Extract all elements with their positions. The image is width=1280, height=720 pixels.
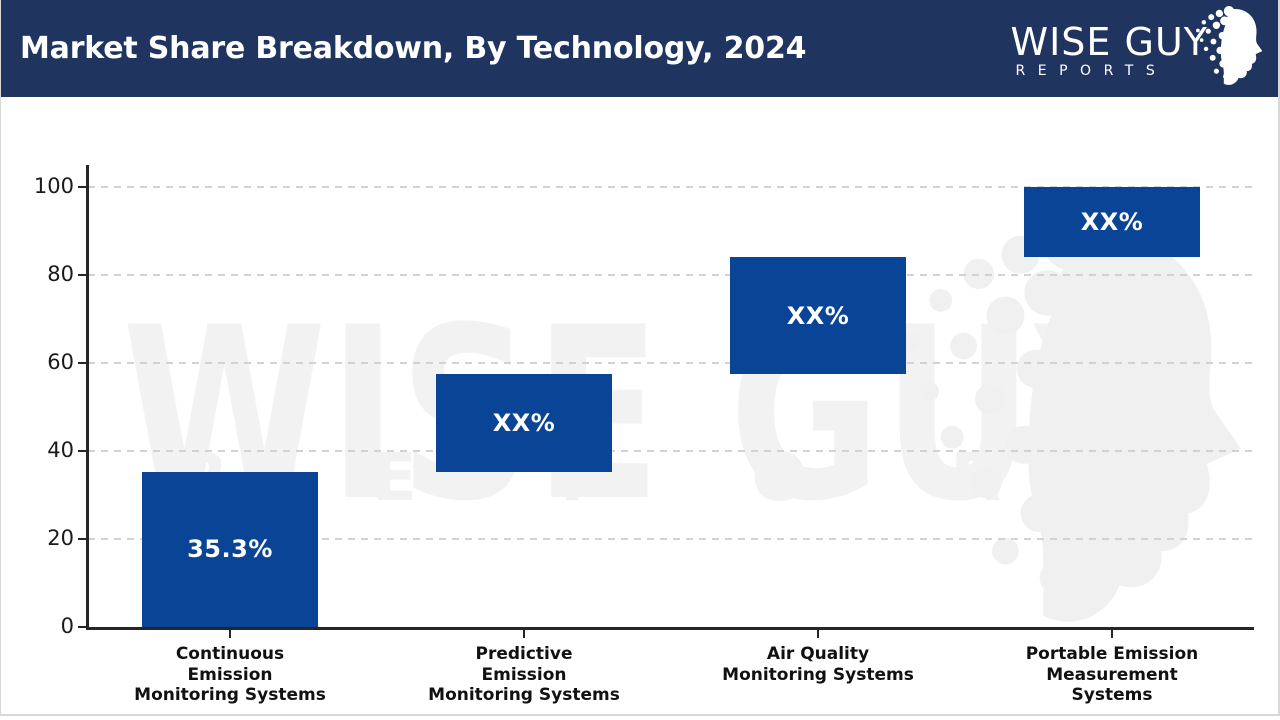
y-tick-0 bbox=[78, 626, 86, 628]
bar-value-label: 35.3% bbox=[187, 535, 273, 564]
bar-1: 35.3% bbox=[142, 471, 318, 627]
logo-reports-text: REPORTS bbox=[1015, 62, 1168, 79]
y-tick-80 bbox=[78, 274, 86, 276]
y-tick-100 bbox=[78, 186, 86, 188]
gridline-40 bbox=[88, 450, 1254, 452]
logo-head-dots-icon bbox=[1192, 3, 1266, 93]
y-tick-label-100: 100 bbox=[33, 174, 74, 198]
gridline-20 bbox=[88, 538, 1254, 540]
gridline-80 bbox=[88, 274, 1254, 276]
gridline-100 bbox=[88, 186, 1254, 188]
y-tick-label-80: 80 bbox=[47, 262, 74, 286]
y-tick-label-60: 60 bbox=[47, 350, 74, 374]
category-label-1: Continuous Emission Monitoring Systems bbox=[134, 644, 326, 705]
bar-3: XX% bbox=[730, 257, 906, 374]
y-tick-label-20: 20 bbox=[47, 526, 74, 550]
bar-value-label: XX% bbox=[492, 408, 556, 437]
bar-4: XX% bbox=[1024, 187, 1200, 258]
chart-title: Market Share Breakdown, By Technology, 2… bbox=[20, 31, 807, 66]
bar-value-label: XX% bbox=[1080, 208, 1144, 237]
bar-2: XX% bbox=[436, 374, 612, 472]
x-tick-2 bbox=[523, 630, 525, 638]
y-axis-line bbox=[86, 165, 89, 630]
y-tick-label-0: 0 bbox=[60, 614, 74, 638]
bar-value-label: XX% bbox=[786, 301, 850, 330]
category-label-4: Portable Emission Measurement Systems bbox=[1025, 644, 1199, 705]
y-tick-label-40: 40 bbox=[47, 438, 74, 462]
logo-wiseguy-text: WISE GUY bbox=[1010, 19, 1208, 64]
gridline-60 bbox=[88, 362, 1254, 364]
wise-guy-reports-logo: WISE GUY REPORTS bbox=[1011, 6, 1266, 94]
waterfall-chart: WISE GUY R E P O R T S 02040608010035.3%… bbox=[0, 97, 1280, 720]
y-tick-60 bbox=[78, 362, 86, 364]
header-bar: Market Share Breakdown, By Technology, 2… bbox=[0, 0, 1280, 97]
category-label-2: Predictive Emission Monitoring Systems bbox=[428, 644, 620, 705]
y-tick-40 bbox=[78, 450, 86, 452]
watermark-head-dots-icon bbox=[880, 207, 1260, 641]
x-axis-line bbox=[86, 627, 1254, 630]
logo-text: WISE GUY REPORTS bbox=[1011, 22, 1208, 79]
y-tick-20 bbox=[78, 538, 86, 540]
category-label-3: Air Quality Monitoring Systems bbox=[722, 644, 914, 685]
x-tick-3 bbox=[817, 630, 819, 638]
x-tick-4 bbox=[1111, 630, 1113, 638]
x-tick-1 bbox=[229, 630, 231, 638]
